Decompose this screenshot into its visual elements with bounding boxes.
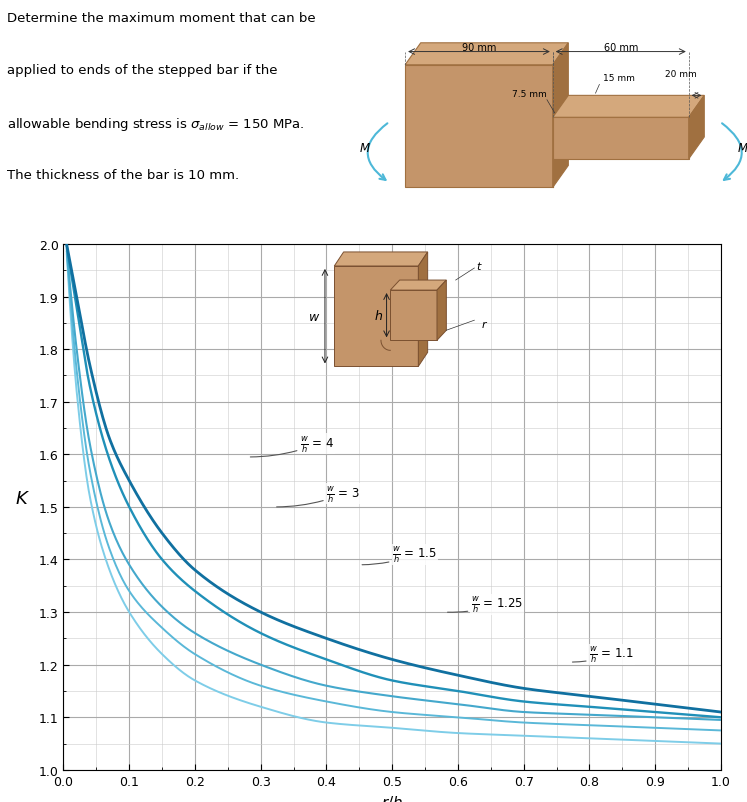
Polygon shape — [390, 281, 447, 290]
Polygon shape — [437, 281, 447, 341]
Text: M: M — [359, 142, 370, 156]
Text: The thickness of the bar is 10 mm.: The thickness of the bar is 10 mm. — [7, 168, 240, 181]
Text: t: t — [476, 261, 480, 272]
Text: r: r — [481, 320, 486, 330]
Text: allowable bending stress is $\sigma_{allow}$ = 150 MPa.: allowable bending stress is $\sigma_{all… — [7, 116, 306, 133]
Polygon shape — [418, 253, 427, 367]
Text: M: M — [738, 142, 747, 156]
X-axis label: $r/h$: $r/h$ — [381, 793, 403, 802]
Text: $\frac{w}{h}$ = 3: $\frac{w}{h}$ = 3 — [276, 484, 361, 508]
Polygon shape — [689, 96, 704, 160]
Text: 15 mm: 15 mm — [604, 74, 635, 83]
Bar — [405, 66, 553, 188]
Bar — [390, 290, 437, 341]
Text: applied to ends of the stepped bar if the: applied to ends of the stepped bar if th… — [7, 64, 278, 77]
Text: $\frac{w}{h}$ = 1.5: $\frac{w}{h}$ = 1.5 — [362, 545, 437, 565]
Y-axis label: $K$: $K$ — [15, 489, 30, 508]
Bar — [553, 118, 689, 160]
Text: Determine the maximum moment that can be: Determine the maximum moment that can be — [7, 12, 316, 25]
Polygon shape — [553, 96, 704, 118]
Text: $\frac{w}{h}$ = 4: $\frac{w}{h}$ = 4 — [250, 435, 335, 457]
Text: 90 mm: 90 mm — [462, 43, 496, 52]
Text: h: h — [375, 310, 383, 322]
Polygon shape — [334, 253, 427, 266]
Text: $\frac{w}{h}$ = 1.25: $\frac{w}{h}$ = 1.25 — [447, 594, 523, 614]
Text: $\frac{w}{h}$ = 1.1: $\frac{w}{h}$ = 1.1 — [572, 645, 634, 664]
Text: 7.5 mm: 7.5 mm — [512, 90, 547, 99]
Polygon shape — [553, 44, 568, 188]
Text: w: w — [309, 310, 319, 323]
Text: 60 mm: 60 mm — [604, 43, 638, 52]
Polygon shape — [405, 44, 568, 66]
Bar — [334, 266, 418, 367]
Text: 20 mm: 20 mm — [665, 70, 697, 79]
